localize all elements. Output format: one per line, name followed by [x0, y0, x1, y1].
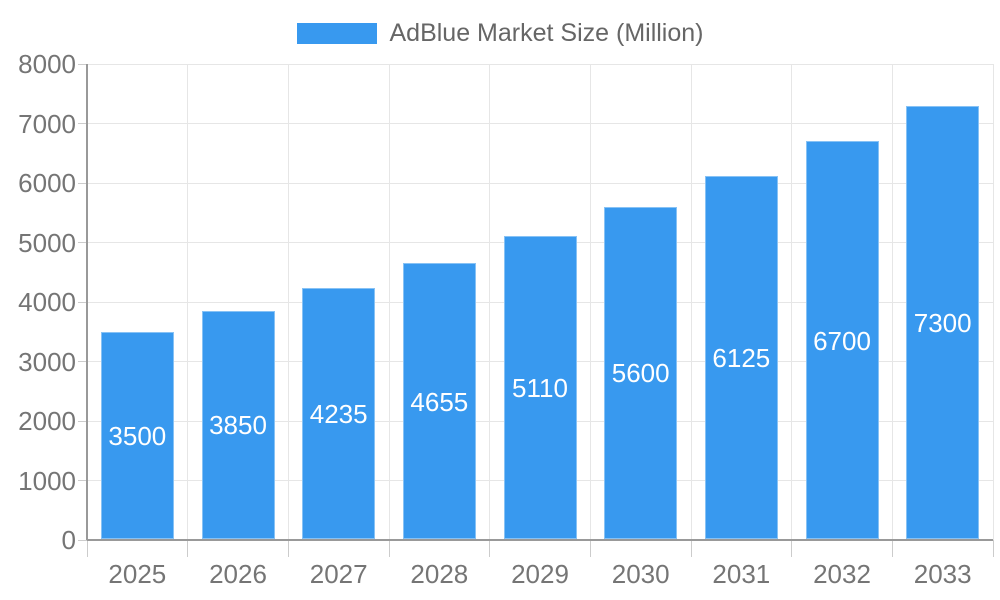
y-axis-tick — [78, 361, 87, 362]
bar-value-label: 3850 — [209, 410, 267, 441]
legend: AdBlue Market Size (Million) — [0, 21, 1000, 46]
x-axis-tick — [86, 540, 88, 557]
x-gridline — [891, 64, 893, 540]
x-axis-tick — [489, 540, 491, 557]
bar-value-label: 5110 — [512, 372, 568, 403]
bar-value-label: 4235 — [309, 399, 368, 429]
legend-swatch — [296, 23, 377, 44]
y-axis-tick — [78, 123, 87, 124]
bar — [503, 235, 577, 539]
y-axis-tick-label: 2000 — [18, 406, 76, 436]
y-axis-tick — [78, 182, 87, 184]
bar — [100, 331, 174, 539]
y-axis-tick — [78, 242, 87, 243]
y-axis-line — [86, 64, 88, 540]
x-axis-tick — [589, 540, 591, 557]
x-gridline — [690, 64, 692, 540]
x-axis-tick-label: 2027 — [309, 559, 368, 589]
y-axis-tick-label: 0 — [61, 525, 76, 555]
y-axis-tick-label: 6000 — [18, 168, 76, 198]
y-axis-tick — [78, 480, 87, 481]
x-axis-tick-label: 2031 — [712, 559, 771, 589]
y-axis-tick-label: 7000 — [18, 108, 76, 139]
bar-value-label: 5600 — [611, 358, 670, 389]
y-axis-tick-label: 5000 — [18, 227, 76, 258]
x-gridline — [187, 64, 189, 540]
bar-value-label: 7300 — [913, 307, 972, 338]
y-axis-tick — [78, 301, 87, 303]
x-axis-tick — [791, 540, 793, 557]
bar-value-label: 4655 — [410, 386, 469, 417]
y-gridline — [87, 63, 993, 65]
bar — [805, 141, 879, 539]
y-axis-tick-label: 8000 — [18, 49, 76, 79]
x-axis-tick — [187, 540, 189, 557]
x-gridline — [589, 64, 591, 540]
x-axis-tick — [690, 540, 692, 557]
bar — [402, 263, 476, 539]
x-axis-line — [87, 539, 993, 541]
y-axis-tick-label: 4000 — [18, 287, 76, 317]
bar-value-label: 3500 — [108, 420, 167, 451]
bar-value-label: 6125 — [712, 342, 771, 373]
x-axis-tick-label: 2030 — [611, 559, 670, 589]
y-gridline — [87, 123, 993, 124]
x-gridline — [388, 64, 390, 540]
y-axis-tick — [78, 63, 87, 65]
x-axis-tick-label: 2029 — [511, 559, 569, 589]
x-axis-tick — [287, 540, 289, 557]
x-gridline — [489, 64, 491, 540]
y-axis-tick-label: 3000 — [18, 346, 76, 377]
x-gridline — [992, 64, 994, 540]
y-gridline — [87, 182, 993, 184]
x-axis-tick-label: 2028 — [410, 559, 469, 589]
bar — [604, 206, 678, 539]
y-axis-tick — [78, 539, 87, 541]
legend-label: AdBlue Market Size (Million) — [389, 19, 704, 47]
x-gridline — [287, 64, 289, 540]
bar — [201, 310, 275, 539]
y-axis-tick-label: 1000 — [18, 465, 76, 496]
y-axis-tick — [78, 420, 87, 422]
x-axis-tick-label: 2026 — [209, 559, 267, 589]
legend-item[interactable]: AdBlue Market Size (Million) — [296, 19, 704, 47]
x-axis-tick — [891, 540, 893, 557]
x-axis-tick — [388, 540, 390, 557]
bar — [704, 175, 778, 539]
bar — [906, 105, 980, 539]
x-axis-tick — [992, 540, 994, 557]
bar — [302, 288, 376, 539]
x-axis-tick-label: 2033 — [913, 559, 972, 589]
x-axis-tick-label: 2025 — [108, 559, 167, 589]
x-gridline — [791, 64, 793, 540]
x-axis-tick-label: 2032 — [813, 559, 871, 589]
bar-value-label: 6700 — [813, 325, 871, 356]
